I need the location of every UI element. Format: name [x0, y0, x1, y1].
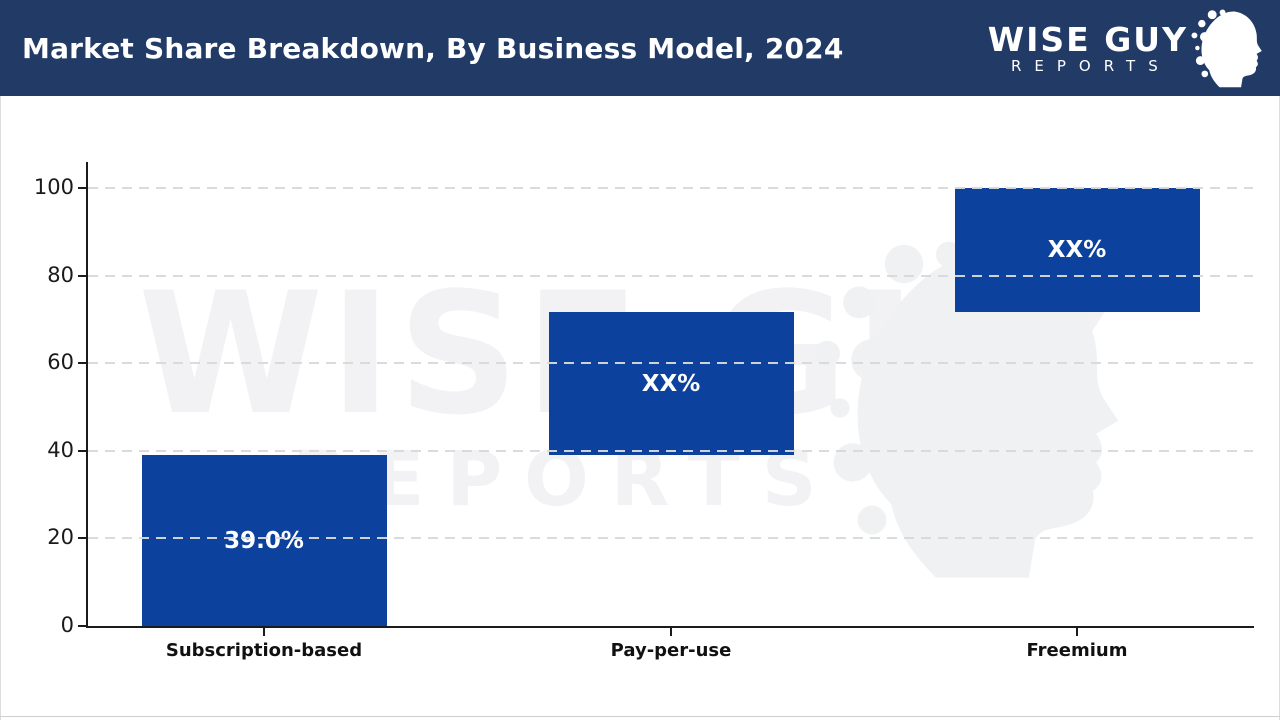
x-category-label-0: Subscription-based [165, 640, 363, 661]
x-axis-line [86, 626, 1254, 628]
gridline-y100 [88, 187, 1253, 189]
bar-value-label: 39.0% [224, 527, 304, 554]
brand-subname: REPORTS [1010, 56, 1171, 75]
y-tick-mark-60 [78, 362, 87, 365]
chart-area: WISE GUY REPORTS 02040608010039.0%Subscr… [0, 96, 1280, 720]
card-border-left [0, 96, 1, 720]
bar-value-label: XX% [641, 370, 701, 397]
brand-logo-text: WISE GUY REPORTS [988, 23, 1188, 74]
y-tick-mark-100 [78, 187, 87, 189]
brand-logo: WISE GUY REPORTS [988, 0, 1264, 96]
gridline-y40 [88, 449, 1253, 452]
brand-name: WISE GUY [987, 19, 1188, 59]
y-tick-label-80: 80 [47, 262, 74, 287]
x-tick-mark-2 [1076, 628, 1078, 636]
card-border-bottom [0, 716, 1280, 717]
bar-pay-per-use: XX% [548, 311, 794, 456]
bar-freemium: XX% [954, 188, 1200, 312]
gridline-y20 [88, 537, 1253, 540]
gridline-y80 [88, 274, 1253, 277]
face-profile-icon [1191, 9, 1262, 88]
x-category-label-1: Pay-per-use [610, 640, 732, 661]
x-category-label-2: Freemium [1026, 640, 1128, 661]
y-tick-mark-80 [78, 274, 87, 277]
y-tick-mark-40 [78, 449, 87, 452]
x-tick-mark-0 [263, 628, 265, 636]
y-tick-mark-20 [78, 537, 87, 540]
y-tick-label-40: 40 [47, 437, 74, 462]
y-axis-line [86, 162, 88, 628]
y-tick-mark-0 [78, 625, 87, 627]
bar-subscription-based: 39.0% [141, 455, 387, 626]
chart-title: Market Share Breakdown, By Business Mode… [22, 31, 844, 65]
y-tick-label-60: 60 [47, 350, 74, 375]
bar-value-label: XX% [1047, 236, 1107, 263]
header-bar: Market Share Breakdown, By Business Mode… [0, 0, 1280, 96]
gridline-y60 [88, 362, 1253, 365]
x-tick-mark-1 [670, 628, 672, 636]
y-tick-label-20: 20 [47, 525, 74, 550]
y-tick-label-0: 0 [60, 613, 74, 637]
y-tick-label-100: 100 [33, 175, 74, 199]
watermark-face-icon [814, 241, 1119, 578]
